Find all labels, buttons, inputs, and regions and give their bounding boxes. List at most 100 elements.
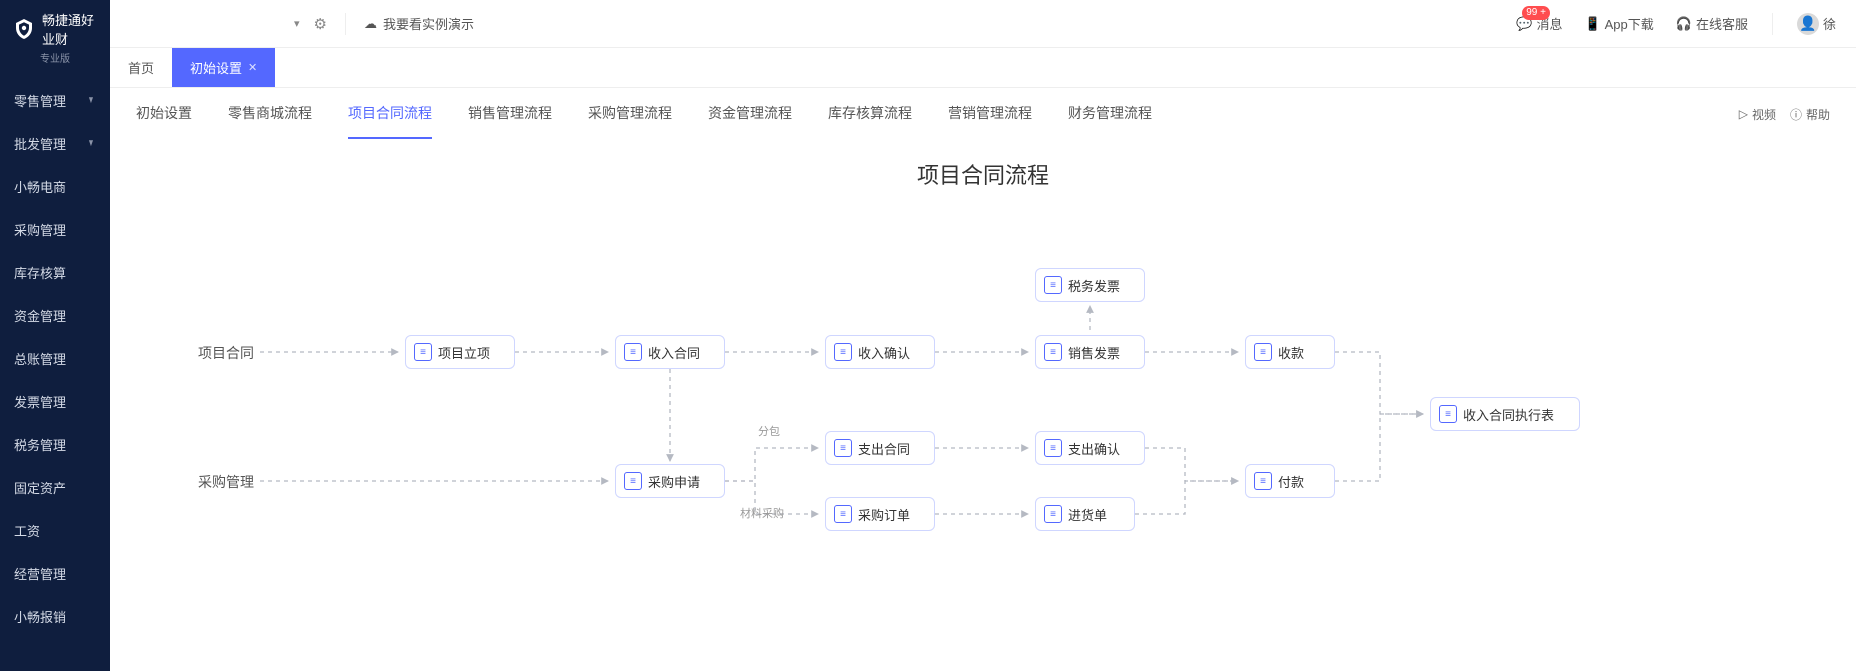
- brand-edition: 专业版: [0, 50, 110, 73]
- flow-node-label: 销售发票: [1068, 343, 1120, 362]
- brand-icon: [12, 17, 36, 41]
- doc-icon: ≡: [1254, 472, 1272, 490]
- headset-icon: 🎧: [1676, 16, 1692, 32]
- flow-node[interactable]: ≡支出确认: [1035, 431, 1145, 465]
- page-tab[interactable]: 首页: [110, 48, 172, 87]
- flow-node[interactable]: ≡进货单: [1035, 497, 1135, 531]
- doc-icon: ≡: [624, 343, 642, 361]
- gear-icon[interactable]: ⚙: [314, 15, 327, 33]
- flow-node-label: 项目立项: [438, 343, 490, 362]
- sidebar-item-label: 固定资产: [14, 478, 66, 497]
- sidebar-item[interactable]: 工资: [0, 509, 110, 552]
- sub-nav-bar: 初始设置零售商城流程项目合同流程销售管理流程采购管理流程资金管理流程库存核算流程…: [110, 88, 1856, 140]
- flow-node[interactable]: ≡项目立项: [405, 335, 515, 369]
- sub-nav-item[interactable]: 销售管理流程: [468, 89, 552, 139]
- flow-node-label: 税务发票: [1068, 276, 1120, 295]
- sub-nav-actions: ▷视频 ⓘ帮助: [1739, 106, 1830, 123]
- sidebar-item[interactable]: 总账管理: [0, 337, 110, 380]
- doc-icon: ≡: [1439, 405, 1457, 423]
- sub-nav: 初始设置零售商城流程项目合同流程销售管理流程采购管理流程资金管理流程库存核算流程…: [136, 89, 1152, 139]
- doc-icon: ≡: [1044, 343, 1062, 361]
- flow-node-label: 支出确认: [1068, 439, 1120, 458]
- sidebar-item-label: 总账管理: [14, 349, 66, 368]
- user-menu[interactable]: 👤 徐: [1791, 9, 1842, 39]
- demo-link[interactable]: ☁ 我要看实例演示: [364, 14, 474, 33]
- tab-label: 首页: [128, 58, 154, 77]
- avatar-icon: 👤: [1797, 13, 1819, 35]
- sub-nav-item[interactable]: 采购管理流程: [588, 89, 672, 139]
- section-label: 项目合同: [198, 343, 254, 363]
- flow-node[interactable]: ≡ 收款: [1245, 335, 1335, 369]
- phone-icon: 📱: [1584, 16, 1600, 32]
- sub-nav-item[interactable]: 库存核算流程: [828, 89, 912, 139]
- sidebar-item[interactable]: 小畅报销: [0, 595, 110, 638]
- flow-node[interactable]: ≡ 税务发票: [1035, 268, 1145, 302]
- page-tabs: 首页初始设置✕: [110, 48, 1856, 88]
- sidebar-item[interactable]: 小畅电商: [0, 165, 110, 208]
- flow-diagram: 项目合同采购管理≡项目立项≡收入合同≡收入确认≡销售发票≡收款≡税务发票≡采购申…: [110, 140, 1856, 671]
- flow-node[interactable]: ≡ 销售发票: [1035, 335, 1145, 369]
- doc-icon: ≡: [834, 505, 852, 523]
- edge-annotation: 分包: [758, 423, 780, 439]
- sidebar-item-label: 库存核算: [14, 263, 66, 282]
- main-area: ▾ ⚙ ☁ 我要看实例演示 💬 消息 99 + 📱 App下载 🎧 在线客服: [110, 0, 1856, 671]
- cloud-icon: ☁: [364, 16, 377, 32]
- flow-node[interactable]: ≡ 支出合同: [825, 431, 935, 465]
- chevron-down-icon: ▼: [88, 138, 95, 149]
- sidebar-item[interactable]: 固定资产: [0, 466, 110, 509]
- sub-nav-item[interactable]: 项目合同流程: [348, 89, 432, 139]
- doc-icon: ≡: [834, 343, 852, 361]
- flow-node-label: 支出合同: [858, 439, 910, 458]
- chevron-down-icon[interactable]: ▾: [294, 17, 300, 30]
- sidebar-item-label: 税务管理: [14, 435, 66, 454]
- sidebar-item[interactable]: 库存核算: [0, 251, 110, 294]
- flow-node[interactable]: ≡ 付款: [1245, 464, 1335, 498]
- flow-node-label: 收款: [1278, 343, 1304, 362]
- page-tab[interactable]: 初始设置✕: [172, 48, 275, 87]
- flow-node[interactable]: ≡采购订单: [825, 497, 935, 531]
- sidebar-item-label: 经营管理: [14, 564, 66, 583]
- sidebar-item-label: 批发管理: [14, 134, 66, 153]
- close-icon[interactable]: ✕: [248, 61, 257, 74]
- sub-nav-item[interactable]: 财务管理流程: [1068, 89, 1152, 139]
- flow-node-label: 付款: [1278, 472, 1304, 491]
- help-link[interactable]: ⓘ帮助: [1790, 106, 1830, 123]
- sub-nav-item[interactable]: 营销管理流程: [948, 89, 1032, 139]
- doc-icon: ≡: [834, 439, 852, 457]
- flow-canvas: 项目合同流程 项目合同采购管理≡项目立项≡收入合同≡收入确认≡销售发票≡收款≡税…: [110, 140, 1856, 671]
- chevron-down-icon: ▼: [88, 95, 95, 106]
- flow-node[interactable]: ≡收入合同: [615, 335, 725, 369]
- doc-icon: ≡: [624, 472, 642, 490]
- sidebar-item-label: 零售管理: [14, 91, 66, 110]
- messages-badge: 99 +: [1522, 6, 1550, 20]
- flow-node[interactable]: ≡采购申请: [615, 464, 725, 498]
- sidebar-item-label: 采购管理: [14, 220, 66, 239]
- support-button[interactable]: 🎧 在线客服: [1670, 10, 1754, 37]
- topbar: ▾ ⚙ ☁ 我要看实例演示 💬 消息 99 + 📱 App下载 🎧 在线客服: [110, 0, 1856, 48]
- sidebar-item[interactable]: 批发管理 ▼: [0, 122, 110, 165]
- support-label: 在线客服: [1696, 14, 1748, 33]
- sidebar-item-label: 小畅电商: [14, 177, 66, 196]
- brand-name: 畅捷通好业财: [42, 10, 102, 48]
- sidebar: 畅捷通好业财 专业版 零售管理 ▼ 批发管理 ▼ 小畅电商采购管理库存核算资金管理总账管…: [0, 0, 110, 671]
- demo-text: 我要看实例演示: [383, 14, 474, 33]
- doc-icon: ≡: [1254, 343, 1272, 361]
- sidebar-item[interactable]: 发票管理: [0, 380, 110, 423]
- brand-logo: 畅捷通好业财: [0, 0, 110, 50]
- flow-node[interactable]: ≡收入合同执行表: [1430, 397, 1580, 431]
- flow-node-label: 进货单: [1068, 505, 1107, 524]
- sidebar-item[interactable]: 零售管理 ▼: [0, 79, 110, 122]
- sidebar-item[interactable]: 资金管理: [0, 294, 110, 337]
- messages-button[interactable]: 💬 消息 99 +: [1510, 10, 1568, 37]
- sub-nav-item[interactable]: 初始设置: [136, 89, 192, 139]
- app-download-button[interactable]: 📱 App下载: [1578, 10, 1659, 37]
- sidebar-item[interactable]: 采购管理: [0, 208, 110, 251]
- flow-links: [110, 140, 1856, 671]
- sidebar-item[interactable]: 税务管理: [0, 423, 110, 466]
- sidebar-item[interactable]: 经营管理: [0, 552, 110, 595]
- flow-node[interactable]: ≡收入确认: [825, 335, 935, 369]
- sub-nav-item[interactable]: 零售商城流程: [228, 89, 312, 139]
- doc-icon: ≡: [1044, 276, 1062, 294]
- sub-nav-item[interactable]: 资金管理流程: [708, 89, 792, 139]
- video-link[interactable]: ▷视频: [1739, 106, 1776, 123]
